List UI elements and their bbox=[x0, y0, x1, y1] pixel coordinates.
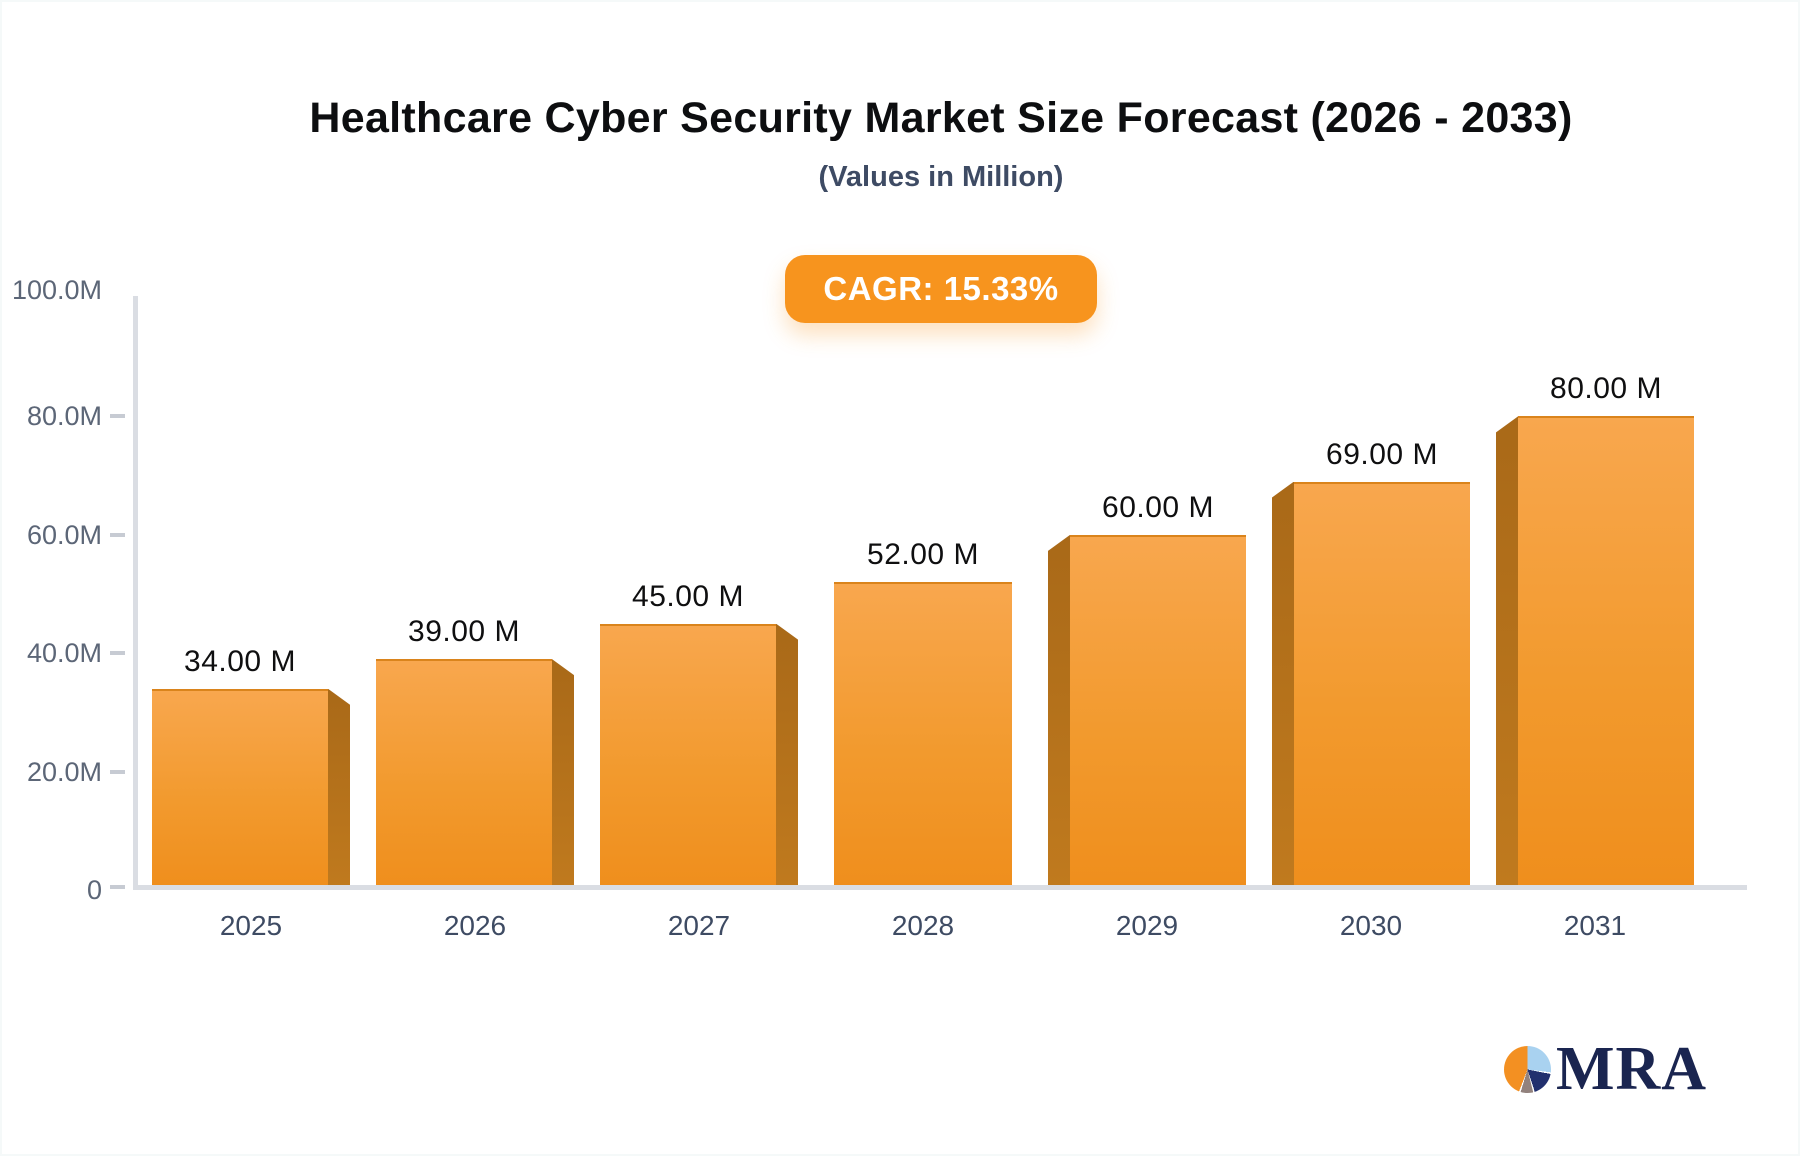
bar-group-2025: 34.00 M bbox=[152, 645, 350, 890]
brand-logo-text: MRA bbox=[1556, 1035, 1708, 1103]
y-tick-label: 0 bbox=[86, 875, 102, 905]
cagr-badge-row: CAGR: 15.33% bbox=[135, 255, 1747, 323]
bar-value-label: 80.00 M bbox=[1550, 372, 1662, 406]
bar-3d-side bbox=[1272, 481, 1294, 890]
bar-2029: 60.00 M bbox=[1070, 491, 1246, 890]
y-tick-label: 20.0M bbox=[26, 756, 102, 787]
cagr-badge: CAGR: 15.33% bbox=[785, 255, 1097, 323]
y-tick-mark bbox=[110, 769, 125, 774]
bar-group-2029: 60.00 M bbox=[1048, 491, 1246, 890]
y-tick-mark bbox=[110, 414, 125, 419]
x-tick-label-2029: 2029 bbox=[1115, 910, 1179, 941]
bar-3d-side bbox=[552, 659, 574, 890]
y-tick-label: 100.0M bbox=[11, 275, 102, 305]
chart-subtitle: (Values in Million) bbox=[818, 161, 1064, 193]
bar-2026: 39.00 M bbox=[376, 615, 552, 890]
bar-3d-side bbox=[776, 623, 798, 890]
chart-header: Healthcare Cyber Security Market Size Fo… bbox=[135, 94, 1747, 194]
bar-value-label: 45.00 M bbox=[632, 579, 744, 613]
chart-title: Healthcare Cyber Security Market Size Fo… bbox=[309, 94, 1573, 142]
y-tick-label: 80.0M bbox=[26, 401, 102, 432]
x-tick-label-2030: 2030 bbox=[1339, 910, 1403, 941]
bar-3d-side bbox=[1048, 534, 1070, 890]
bar-value-label: 52.00 M bbox=[867, 538, 979, 572]
bar-series: 34.00 M 39.00 M 45.00 M 52.00 M 60.00 M 69.00… bbox=[152, 298, 1712, 890]
y-tick-label: 40.0M bbox=[26, 638, 102, 669]
bar-group-2031: 80.00 M bbox=[1496, 372, 1694, 890]
bar-group-2030: 69.00 M bbox=[1272, 438, 1470, 890]
y-tick-mark bbox=[110, 532, 125, 537]
bar-2028: 52.00 M bbox=[834, 538, 1012, 890]
bar-value-label: 69.00 M bbox=[1326, 437, 1438, 471]
brand-logo: MRA bbox=[1504, 1038, 1707, 1100]
x-tick-label-2025: 2025 bbox=[219, 910, 283, 941]
y-tick-mark bbox=[110, 651, 125, 656]
bar-group-2028: 52.00 M bbox=[824, 538, 1022, 890]
y-axis-line bbox=[133, 296, 138, 890]
x-tick-label-2026: 2026 bbox=[443, 910, 507, 941]
bar-group-2027: 45.00 M bbox=[600, 580, 798, 890]
pie-chart-logo-icon bbox=[1504, 1045, 1551, 1093]
y-tick-mark bbox=[110, 885, 125, 889]
x-tick-label-2028: 2028 bbox=[891, 910, 955, 941]
y-tick-label: 60.0M bbox=[26, 519, 102, 550]
bar-value-label: 34.00 M bbox=[184, 644, 296, 678]
bar-group-2026: 39.00 M bbox=[376, 615, 574, 890]
bar-2030: 69.00 M bbox=[1294, 438, 1470, 890]
bar-2031: 80.00 M bbox=[1518, 372, 1694, 890]
bar-3d-side bbox=[328, 688, 350, 890]
x-axis-line bbox=[133, 885, 1747, 890]
bar-value-label: 39.00 M bbox=[408, 615, 520, 649]
bar-3d-side bbox=[1496, 416, 1518, 890]
x-tick-label-2031: 2031 bbox=[1563, 910, 1627, 941]
bar-value-label: 60.00 M bbox=[1102, 490, 1214, 524]
bar-2027: 45.00 M bbox=[600, 580, 776, 890]
x-tick-label-2027: 2027 bbox=[667, 910, 731, 941]
bar-2025: 34.00 M bbox=[152, 645, 328, 890]
